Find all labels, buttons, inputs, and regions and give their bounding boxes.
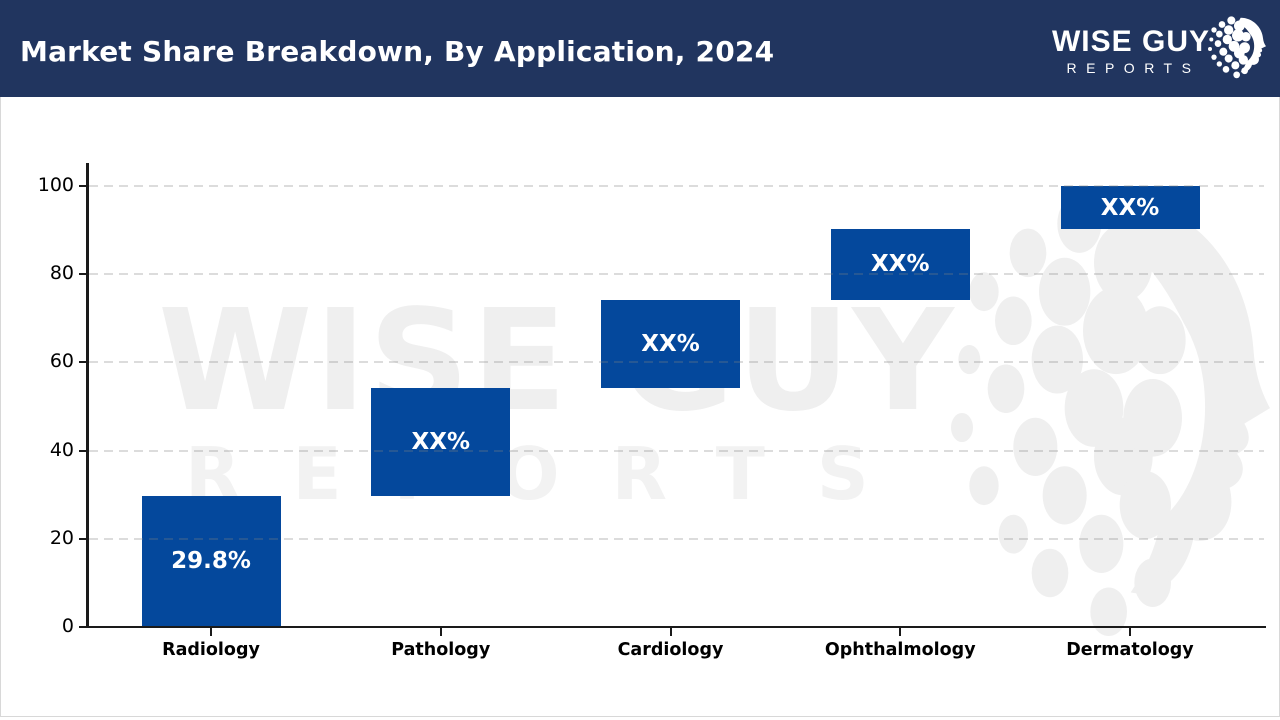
y-gridline <box>89 185 1264 187</box>
x-tick-label: Ophthalmology <box>824 640 976 660</box>
bar <box>141 495 281 627</box>
x-tick <box>899 628 902 636</box>
brand-logo-text: WISE GUY REPORTS <box>1052 23 1210 75</box>
logo-wordmark: WISE GUY <box>1051 24 1210 58</box>
x-tick <box>439 628 442 636</box>
x-tick-label: Dermatology <box>1066 640 1194 660</box>
y-tick-label: 40 <box>49 438 74 461</box>
y-gridline <box>89 361 1264 364</box>
y-tick-label: 0 <box>61 615 74 637</box>
y-tick-label: 100 <box>37 174 74 196</box>
brand-logo: WISE GUY REPORTS <box>1052 15 1266 83</box>
x-axis-spine <box>86 625 1266 628</box>
y-tick-label: 20 <box>49 526 74 549</box>
y-tick <box>79 449 87 452</box>
y-gridline <box>89 273 1264 276</box>
y-tick-label: 60 <box>49 350 74 373</box>
y-gridline <box>89 449 1264 452</box>
x-tick <box>210 628 212 636</box>
x-tick-label: Pathology <box>391 640 491 660</box>
y-tick-label: 80 <box>49 262 74 285</box>
logo-subtext: REPORTS <box>1066 59 1201 76</box>
bar <box>830 229 970 300</box>
bar <box>601 299 740 388</box>
bar <box>1060 186 1200 230</box>
y-gridline <box>89 537 1264 540</box>
x-tick <box>669 628 672 636</box>
x-tick-label: Cardiology <box>617 640 724 660</box>
header-bar: Market Share Breakdown, By Application, … <box>0 0 1280 97</box>
y-axis-spine <box>86 163 89 628</box>
y-tick <box>79 185 87 187</box>
bar <box>371 387 511 496</box>
x-tick <box>1129 628 1131 636</box>
page-title: Market Share Breakdown, By Application, … <box>20 35 775 68</box>
y-tick <box>79 626 87 628</box>
x-tick-label: Radiology <box>162 640 260 660</box>
y-tick <box>79 537 87 540</box>
y-tick <box>79 273 87 276</box>
y-tick <box>79 361 87 364</box>
